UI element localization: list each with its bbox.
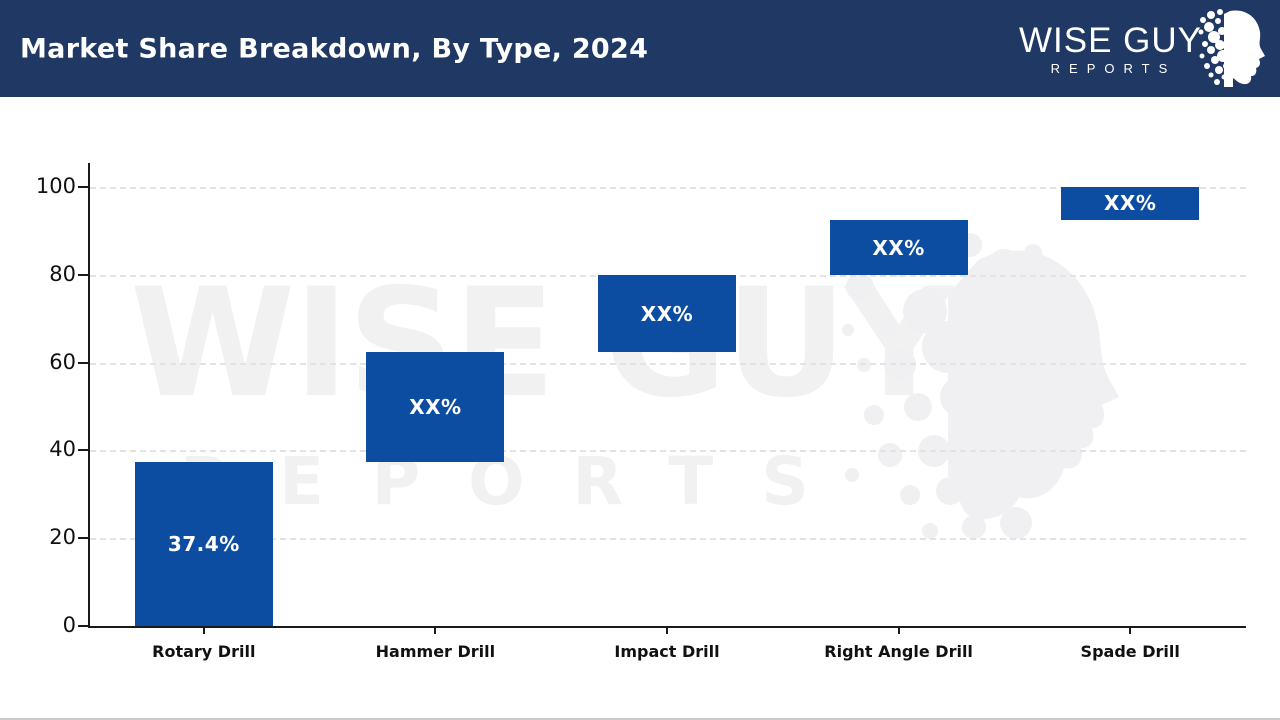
x-tick-label-4: Spade Drill (1080, 642, 1180, 661)
bar-rotary-drill: 37.4% (134, 461, 273, 626)
bar-spade-drill: XX% (1061, 187, 1200, 220)
y-tick-mark-20 (78, 537, 88, 540)
gridline-20 (90, 538, 1246, 541)
bar-value-label: 37.4% (167, 531, 240, 556)
waterfall-chart: 0 20 40 60 80 100 37.4% Rotary Drill XX% Hammer D… (0, 97, 1280, 720)
y-tick-mark-0 (78, 625, 88, 627)
y-axis-spine (88, 163, 90, 628)
wise-guy-logo: WISE GUY REPORTS (1019, 8, 1270, 90)
bar-hammer-drill: XX% (366, 352, 505, 462)
gridline-100 (90, 187, 1246, 189)
bar-value-label: XX% (640, 301, 694, 326)
bar-impact-drill: XX% (598, 275, 736, 353)
bar-value-label: XX% (872, 235, 925, 260)
bottom-divider (0, 718, 1280, 720)
y-tick-mark-40 (78, 449, 88, 452)
watermark-wiseguy-text: WISE GUY (130, 257, 954, 431)
x-tick-mark-4 (1129, 628, 1132, 634)
y-tick-mark-80 (78, 273, 88, 276)
x-tick-mark-1 (434, 628, 437, 634)
logo-head-icon (1198, 9, 1265, 87)
y-tick-label-60: 60 (49, 349, 76, 374)
x-tick-label-3: Right Angle Drill (824, 642, 973, 661)
bar-right-angle-drill: XX% (829, 219, 968, 276)
page-title: Market Share Breakdown, By Type, 2024 (20, 33, 649, 64)
chart-area: WISE GUY REPORTS 0 20 40 60 80 100 37.4% Rotary… (0, 97, 1280, 720)
y-tick-label-40: 40 (49, 437, 76, 462)
header-bar: Market Share Breakdown, By Type, 2024 WI… (0, 0, 1280, 97)
x-axis-spine (88, 626, 1246, 628)
y-tick-label-20: 20 (49, 525, 76, 550)
x-tick-mark-3 (897, 628, 900, 634)
x-tick-label-2: Impact Drill (614, 642, 720, 661)
x-tick-mark-0 (202, 628, 205, 634)
logo-text: WISE GUY REPORTS (1018, 20, 1202, 77)
x-tick-mark-2 (666, 628, 668, 634)
y-tick-label-80: 80 (49, 261, 76, 286)
gridline-40 (90, 450, 1246, 453)
bar-value-label: XX% (1103, 191, 1157, 216)
bar-value-label: XX% (409, 394, 462, 419)
x-tick-label-0: Rotary Drill (152, 642, 256, 661)
x-tick-label-1: Hammer Drill (375, 642, 496, 661)
y-tick-mark-60 (78, 361, 88, 364)
y-tick-label-100: 100 (35, 174, 76, 198)
gridline-60 (90, 362, 1246, 365)
y-tick-label-0: 0 (62, 613, 76, 637)
logo-brand-sub: REPORTS (1050, 61, 1177, 77)
y-tick-mark-100 (78, 186, 88, 188)
logo-brand-name: WISE GUY (1018, 20, 1202, 60)
